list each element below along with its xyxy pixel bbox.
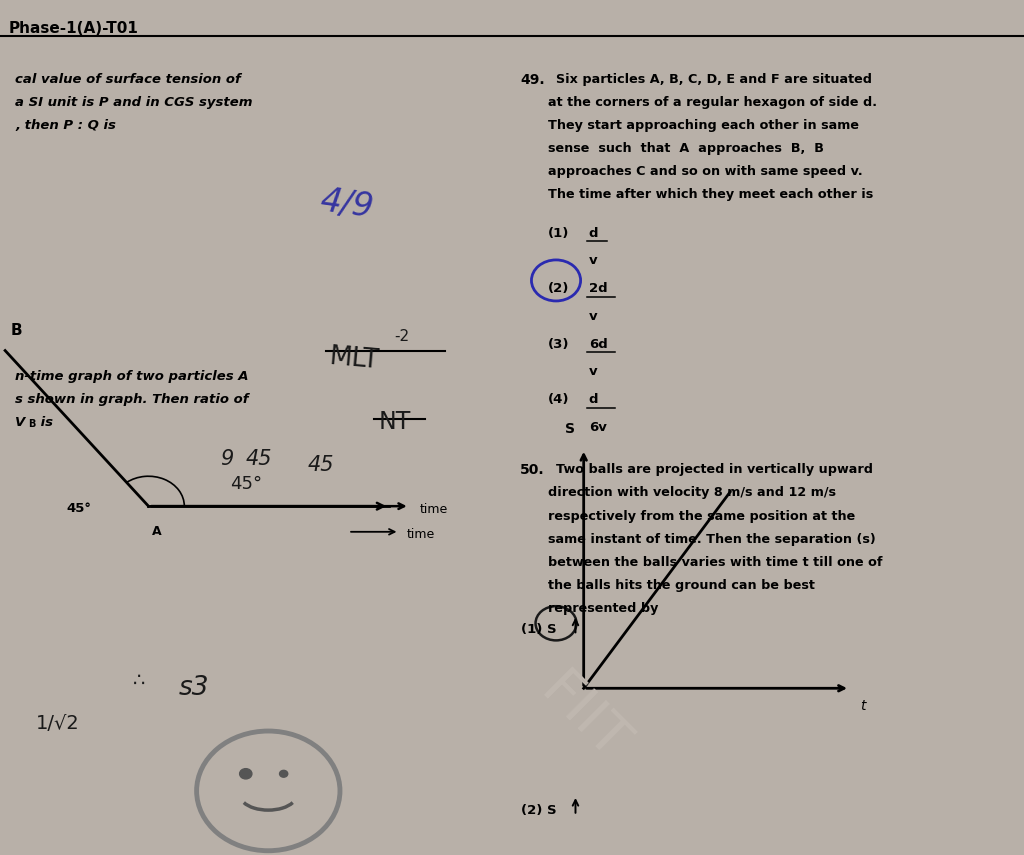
Text: 2d: 2d <box>589 282 607 295</box>
Text: V: V <box>15 416 26 429</box>
Text: They start approaching each other in same: They start approaching each other in sam… <box>548 119 859 132</box>
Text: NT: NT <box>379 410 412 434</box>
Text: (2) S: (2) S <box>521 804 557 817</box>
Text: Phase-1(A)-T01: Phase-1(A)-T01 <box>8 21 138 37</box>
Text: the balls hits the ground can be best: the balls hits the ground can be best <box>548 579 815 592</box>
Text: 1/√2: 1/√2 <box>36 714 80 733</box>
Text: (3): (3) <box>548 338 569 351</box>
Text: Two balls are projected in vertically upward: Two balls are projected in vertically up… <box>556 463 873 476</box>
Text: (1) S: (1) S <box>521 623 557 636</box>
Text: t: t <box>860 699 865 712</box>
Text: (4): (4) <box>548 393 569 406</box>
Text: 9: 9 <box>220 449 233 469</box>
Text: 4/9: 4/9 <box>317 184 375 224</box>
Text: same instant of time. Then the separation (s): same instant of time. Then the separatio… <box>548 533 876 545</box>
Text: B: B <box>28 419 35 429</box>
Text: , then P : Q is: , then P : Q is <box>15 119 117 132</box>
Text: 49.: 49. <box>520 73 545 86</box>
Text: B: B <box>10 322 22 338</box>
Text: Six particles A, B, C, D, E and F are situated: Six particles A, B, C, D, E and F are si… <box>556 73 872 86</box>
Text: 6d: 6d <box>589 338 607 351</box>
Text: -2: -2 <box>394 329 410 345</box>
Text: MLT: MLT <box>328 344 380 374</box>
Text: ∴: ∴ <box>133 671 145 690</box>
Text: n-time graph of two particles A: n-time graph of two particles A <box>15 370 249 383</box>
Text: represented by: represented by <box>548 602 658 615</box>
Text: A: A <box>152 525 161 538</box>
Text: time: time <box>407 528 435 540</box>
Text: at the corners of a regular hexagon of side d.: at the corners of a regular hexagon of s… <box>548 96 877 109</box>
Text: 45°: 45° <box>230 475 262 492</box>
Text: is: is <box>36 416 53 429</box>
Text: (1): (1) <box>548 227 569 239</box>
Text: 45: 45 <box>307 455 334 475</box>
Text: The time after which they meet each other is: The time after which they meet each othe… <box>548 188 873 201</box>
Text: respectively from the same position at the: respectively from the same position at t… <box>548 510 855 522</box>
Text: cal value of surface tension of: cal value of surface tension of <box>15 73 241 86</box>
Text: sense  such  that  A  approaches  B,  B: sense such that A approaches B, B <box>548 142 823 155</box>
Text: s shown in graph. Then ratio of: s shown in graph. Then ratio of <box>15 393 249 406</box>
Text: direction with velocity 8 m/s and 12 m/s: direction with velocity 8 m/s and 12 m/s <box>548 486 836 499</box>
Text: v: v <box>589 365 597 378</box>
Text: v: v <box>589 254 597 267</box>
Text: d: d <box>589 393 598 406</box>
Text: approaches C and so on with same speed v.: approaches C and so on with same speed v… <box>548 165 862 178</box>
Circle shape <box>280 770 288 777</box>
Text: time: time <box>420 503 449 516</box>
Text: 50.: 50. <box>520 463 545 477</box>
Text: FIIT: FIIT <box>529 664 638 772</box>
Text: d: d <box>589 227 598 239</box>
Text: S: S <box>565 422 575 436</box>
Text: v: v <box>589 310 597 322</box>
Circle shape <box>240 769 252 779</box>
Text: a SI unit is P and in CGS system: a SI unit is P and in CGS system <box>15 96 253 109</box>
Text: (2): (2) <box>548 282 569 295</box>
Text: 45: 45 <box>246 449 272 469</box>
Text: 45°: 45° <box>67 502 91 515</box>
Text: between the balls varies with time t till one of: between the balls varies with time t til… <box>548 556 883 569</box>
Text: 6v: 6v <box>589 421 606 433</box>
Text: s3: s3 <box>179 675 210 701</box>
